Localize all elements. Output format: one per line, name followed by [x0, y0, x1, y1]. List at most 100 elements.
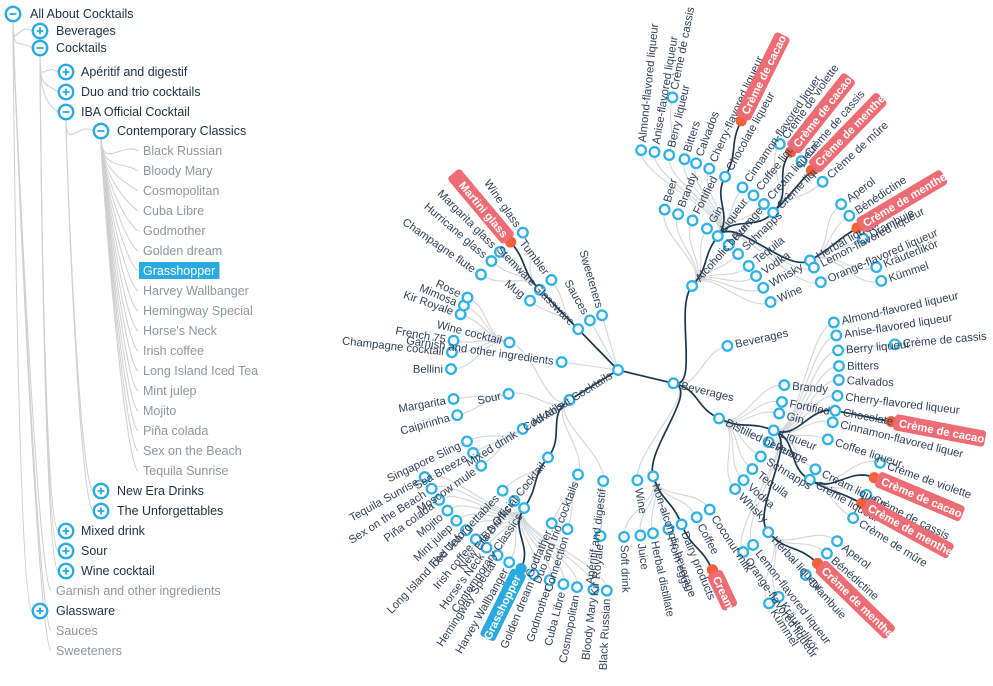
radial-node-distilled[interactable] [713, 412, 725, 425]
radial-node-tequila_sunrise[interactable] [418, 471, 431, 484]
tree-row-bloody-mary[interactable]: Bloody Mary [143, 164, 213, 178]
tree-row-duo-and-trio-cocktails[interactable]: Duo and trio cocktails [57, 83, 201, 101]
radial-node-coconut[interactable] [703, 503, 716, 516]
tree-row-iba-official-cocktail[interactable]: IBA Official Cocktail [57, 103, 190, 121]
radial-node-black_russian[interactable] [600, 584, 613, 597]
tree-row-sex-on-the-beach[interactable]: Sex on the Beach [143, 444, 242, 458]
tree-row-label[interactable]: Bloody Mary [143, 164, 213, 178]
tree-row-golden-dream[interactable]: Golden dream [143, 244, 222, 258]
tree-row-label[interactable]: Glassware [56, 604, 115, 618]
radial-node-nonalc[interactable] [647, 470, 660, 483]
tree-row-sour[interactable]: Sour [57, 542, 108, 560]
tree-row-label[interactable]: Hemingway Special [143, 304, 253, 318]
collapse-icon[interactable] [4, 5, 22, 23]
radial-node-longisland[interactable] [459, 524, 472, 537]
radial-node-kirroyale2[interactable] [594, 530, 607, 543]
radial-node-aperol2[interactable] [831, 535, 844, 548]
radial-node-cremeliq1[interactable] [767, 206, 780, 219]
radial-node-bellini[interactable] [445, 363, 457, 376]
radial-node-orange2[interactable] [737, 546, 750, 559]
tree-row-irish-coffee[interactable]: Irish coffee [143, 344, 204, 358]
radial-label-bev[interactable]: Beverages [680, 380, 736, 404]
tree-row-label[interactable]: Grasshopper [143, 264, 215, 278]
tree-row-pi-a-colada[interactable]: Piña colada [143, 424, 208, 438]
radial-node-harvey[interactable] [503, 556, 516, 569]
expand-icon[interactable] [92, 482, 110, 500]
radial-node-eggs[interactable] [662, 523, 675, 536]
radial-node-singapore[interactable] [461, 435, 473, 448]
tree-row-horse-s-neck[interactable]: Horse's Neck [143, 324, 218, 338]
radial-node-anise2[interactable] [830, 329, 843, 342]
radial-node-berry1[interactable] [663, 149, 676, 161]
radial-node-rum1[interactable] [722, 238, 735, 251]
tree-row-garnish-and-other-ingredients[interactable]: Garnish and other ingredients [56, 584, 221, 598]
radial-node-herbaldist[interactable] [647, 527, 659, 540]
radial-node-root[interactable] [612, 364, 624, 376]
radial-node-vodka1[interactable] [750, 270, 763, 283]
tree-row-label[interactable]: Long Island Iced Tea [143, 364, 258, 378]
radial-node-hurricane[interactable] [485, 255, 498, 268]
radial-label-calvados2[interactable]: Calvados [846, 375, 894, 389]
tree-row-label[interactable]: New Era Drinks [117, 484, 204, 498]
tree-row-label[interactable]: Sour [81, 544, 107, 558]
radial-label-sour[interactable]: Sour [476, 390, 502, 407]
radial-node-margarita_g[interactable] [493, 245, 506, 258]
tree-row-label[interactable]: Cosmopolitan [143, 184, 219, 198]
radial-node-cherry1[interactable] [703, 162, 716, 175]
radial-node-lemon1[interactable] [807, 261, 820, 274]
radial-node-seabreeze[interactable] [467, 447, 480, 459]
tree-row-label[interactable]: IBA Official Cocktail [81, 105, 190, 119]
tree-row-cocktails[interactable]: Cocktails [31, 39, 107, 57]
radial-node-lemon2[interactable] [747, 538, 760, 551]
radial-node-calvados2[interactable] [832, 374, 845, 386]
tree-row-label[interactable]: Mixed drink [81, 524, 146, 538]
radial-label-kirroyale2[interactable]: Kir Royale [589, 544, 606, 597]
radial-node-newera[interactable] [508, 494, 521, 507]
radial-node-kummel1[interactable] [875, 274, 888, 287]
radial-node-almond1[interactable] [635, 144, 648, 157]
radial-label-bev_leaf[interactable]: Beverages [734, 327, 790, 350]
collapse-icon[interactable] [92, 122, 110, 140]
radial-node-gin2[interactable] [773, 407, 786, 420]
radial-node-cosmopolitan[interactable] [571, 581, 583, 594]
radial-node-cinnamon1[interactable] [736, 181, 749, 194]
radial-node-tumbler[interactable] [545, 274, 558, 286]
radial-label-bitters2[interactable]: Bitters [847, 360, 880, 373]
tree-row-the-unforgettables[interactable]: The Unforgettables [92, 502, 224, 520]
tree-row-label[interactable]: Horse's Neck [143, 324, 218, 338]
tree-row-all-about-cocktails[interactable]: All About Cocktails [4, 5, 134, 23]
tree-row-label[interactable]: Tequila Sunrise [143, 464, 229, 478]
radial-node-cassis2b[interactable] [860, 488, 873, 501]
radial-node-classics[interactable] [518, 502, 531, 515]
radial-node-caipirinha[interactable] [451, 409, 464, 422]
tree-row-label[interactable]: Harvey Wallbanger [143, 284, 249, 298]
radial-node-stemware[interactable] [533, 283, 546, 296]
collapse-icon[interactable] [57, 103, 75, 121]
radial-node-herbal2[interactable] [762, 526, 775, 539]
radial-node-mixed[interactable] [516, 422, 529, 435]
radial-node-unforgettables[interactable] [496, 484, 509, 497]
radial-node-gin1[interactable] [701, 222, 713, 235]
radial-node-sauces[interactable] [583, 314, 596, 327]
radial-node-champcocktail[interactable] [445, 346, 458, 359]
tree-row-label[interactable]: Piña colada [143, 424, 208, 438]
radial-node-sexbeach[interactable] [425, 482, 438, 495]
tree-row-label[interactable]: Golden dream [143, 244, 222, 258]
radial-label-margarita[interactable]: Margarita [398, 395, 448, 415]
radial-node-fortified2[interactable] [775, 395, 788, 408]
radial-node-berry2[interactable] [832, 344, 845, 357]
radial-node-drambuie1[interactable] [857, 232, 869, 245]
radial-label-wine1[interactable]: Wine [776, 284, 804, 305]
radial-node-dairy[interactable] [675, 518, 688, 531]
radial-node-wine_bev[interactable] [631, 474, 644, 487]
radial-node-cherry2[interactable] [831, 389, 844, 402]
radial-label-berry2[interactable]: Berry liqueur [846, 339, 911, 357]
tree-row-label[interactable]: The Unforgettables [117, 504, 223, 518]
tree-row-label[interactable]: Mojito [143, 404, 176, 418]
radial-node-whisky1[interactable] [757, 281, 770, 294]
radial-node-godfather[interactable] [545, 517, 558, 530]
radial-label-bloody_mary[interactable]: Bloody Mary [580, 597, 599, 661]
radial-node-wineglass[interactable] [516, 226, 529, 239]
radial-node-coffee1[interactable] [747, 189, 760, 202]
radial-node-cuba_libre[interactable] [557, 578, 570, 591]
